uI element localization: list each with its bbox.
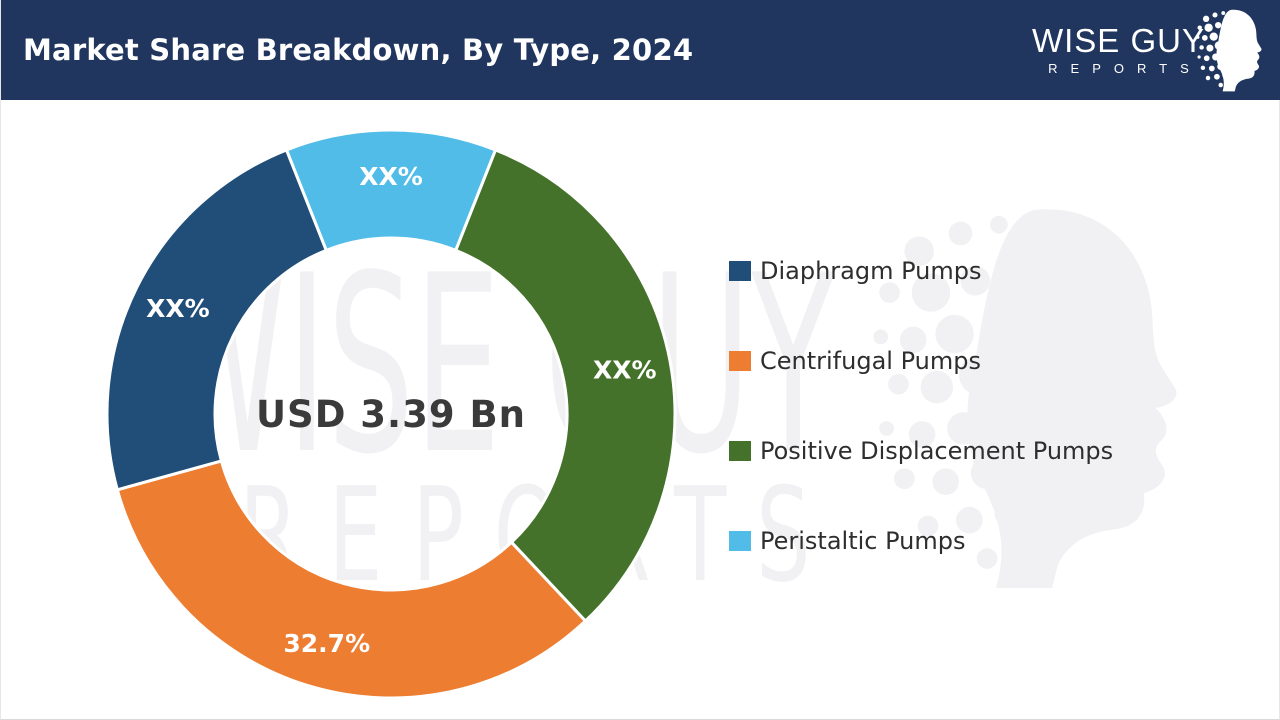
- donut-segment-centrifugal-pumps: [115, 459, 587, 700]
- segment-value-label-centrifugal-pumps: 32.7%: [283, 629, 370, 658]
- legend-label: Peristaltic Pumps: [760, 527, 966, 555]
- brand-subtext: REPORTS: [1048, 60, 1202, 76]
- legend-swatch-icon: [729, 351, 751, 371]
- segment-value-label-diaphragm-pumps: XX%: [146, 294, 210, 323]
- brand-wordmark: WISE GUY: [1031, 22, 1205, 60]
- legend-label: Centrifugal Pumps: [760, 347, 981, 375]
- donut-segment-positive-displacement-pumps: [454, 148, 677, 623]
- brand-face-icon: [1196, 9, 1262, 92]
- legend-item-diaphragm-pumps: Diaphragm Pumps: [729, 257, 982, 285]
- legend-label: Diaphragm Pumps: [760, 257, 982, 285]
- legend-item-positive-displacement-pumps: Positive Displacement Pumps: [729, 437, 1113, 465]
- donut-segment-diaphragm-pumps: [105, 148, 328, 492]
- brand-logo-text: WISE GUY REPORTS: [1032, 24, 1205, 76]
- donut-chart: XX% XX% 32.7% XX% USD 3.39 Bn: [105, 128, 677, 700]
- legend-label: Positive Displacement Pumps: [760, 437, 1114, 465]
- legend-swatch-icon: [729, 441, 751, 461]
- page-title: Market Share Breakdown, By Type, 2024: [23, 33, 694, 67]
- segment-value-label-peristaltic-pumps: XX%: [359, 162, 423, 191]
- legend-item-centrifugal-pumps: Centrifugal Pumps: [729, 347, 981, 375]
- legend-item-peristaltic-pumps: Peristaltic Pumps: [729, 527, 966, 555]
- donut-center-label: USD 3.39 Bn: [256, 393, 526, 436]
- legend-swatch-icon: [729, 261, 751, 281]
- header-bar: Market Share Breakdown, By Type, 2024 WI…: [1, 0, 1280, 100]
- segment-value-label-positive-displacement-pumps: XX%: [593, 355, 657, 384]
- legend-swatch-icon: [729, 531, 751, 551]
- brand-logo: WISE GUY REPORTS: [1032, 8, 1280, 92]
